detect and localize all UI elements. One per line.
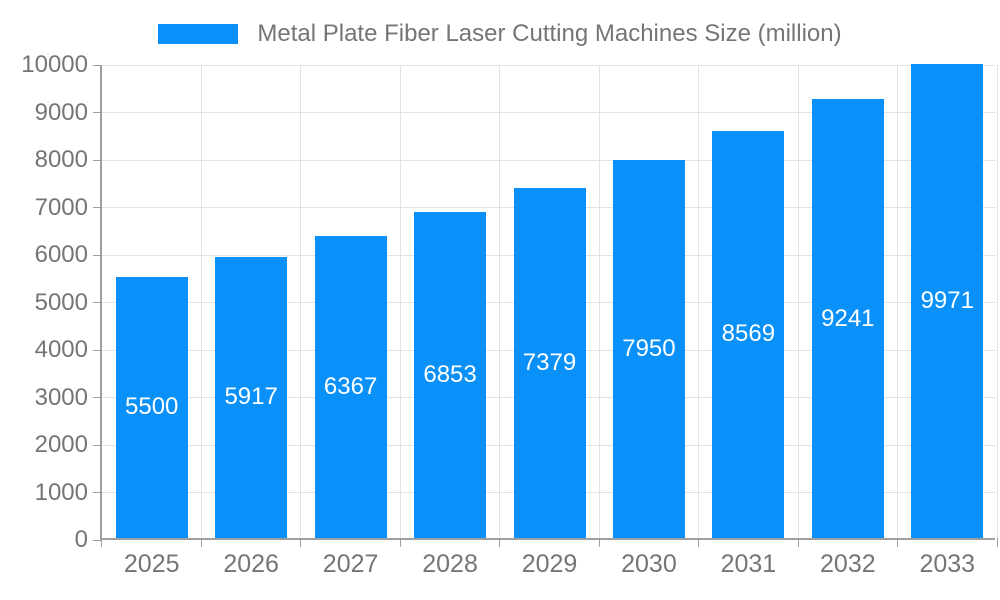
legend-series-label[interactable]: Metal Plate Fiber Laser Cutting Machines…: [257, 20, 842, 47]
x-axis-tick: [100, 538, 102, 547]
x-axis-tick-label: 2031: [720, 550, 777, 578]
gridline-vertical: [300, 65, 302, 538]
y-axis-tick: [93, 112, 102, 113]
bar-value-label: 9241: [821, 304, 875, 332]
y-axis-tick-label: 4000: [34, 336, 88, 363]
bar-value-label: 9971: [920, 287, 974, 315]
bar-value-label: 5917: [224, 383, 278, 411]
y-axis-tick-label: 5000: [34, 288, 88, 316]
y-axis-tick: [93, 444, 102, 446]
gridline-vertical: [698, 65, 700, 538]
bar-2029: 7379: [513, 187, 586, 538]
gridline-vertical: [996, 65, 998, 538]
bar-value-label: 5500: [125, 393, 179, 421]
bar-value-label: 7950: [622, 335, 676, 363]
bar-2030: 7950: [612, 160, 685, 538]
y-axis-tick: [93, 539, 102, 541]
y-axis-tick-label: 0: [74, 526, 88, 553]
y-axis-tick-label: 10000: [21, 51, 88, 78]
x-axis-tick: [300, 538, 302, 547]
y-axis-tick: [93, 207, 102, 208]
x-axis-tick: [598, 538, 600, 547]
bar-value-label: 6367: [323, 372, 378, 400]
gridline-vertical: [499, 65, 501, 538]
bar-value-label: 7379: [522, 348, 577, 376]
x-axis-tick-label: 2025: [123, 550, 180, 578]
gridline-vertical: [598, 65, 600, 538]
bar-value-label: 8569: [721, 320, 776, 348]
y-axis-tick: [93, 492, 102, 493]
x-axis-tick-label: 2033: [919, 550, 976, 578]
bar-value-label: 6853: [423, 361, 477, 389]
y-axis-tick: [93, 64, 102, 66]
bar-2032: 9241: [811, 99, 884, 538]
x-axis-tick: [897, 538, 899, 547]
x-axis-tick-label: 2026: [223, 550, 279, 578]
bar-2031: 8569: [712, 130, 785, 538]
plot-area: 0 1000 2000 3000 4000 5000 6000 7000 8000 9000 100…: [21, 53, 998, 577]
gridline-horizontal: [102, 159, 995, 161]
x-axis-tick-label: 2027: [322, 550, 379, 578]
gridline-vertical: [200, 65, 202, 538]
gridline-vertical: [797, 65, 799, 538]
x-axis-tick-label: 2029: [521, 550, 578, 578]
bar-2027: 6367: [314, 235, 387, 538]
y-axis-tick: [93, 302, 102, 303]
y-axis-tick-label: 1000: [34, 478, 88, 506]
x-axis-tick: [996, 538, 998, 547]
legend: Metal Plate Fiber Laser Cutting Machines…: [0, 22, 1000, 46]
bar-2026: 5917: [215, 256, 288, 538]
x-axis-tick-label: 2032: [820, 550, 876, 578]
y-axis-tick-label: 9000: [34, 98, 88, 126]
bar-2025: 5500: [115, 276, 188, 538]
y-axis-tick-label: 8000: [34, 146, 88, 173]
x-axis-tick: [399, 538, 401, 547]
gridline-vertical: [897, 65, 899, 538]
y-axis-tick-label: 2000: [34, 431, 88, 458]
gridline-vertical: [399, 65, 401, 538]
y-axis-tick-label: 7000: [34, 193, 88, 221]
x-axis-tick-label: 2030: [621, 550, 677, 578]
x-axis-tick: [698, 538, 700, 547]
y-axis-tick: [93, 254, 102, 256]
y-axis-tick-label: 3000: [34, 383, 88, 411]
bar-2033: 9971: [911, 64, 984, 538]
legend-swatch[interactable]: [158, 24, 239, 44]
x-axis-tick: [200, 538, 202, 547]
x-axis-tick: [499, 538, 501, 547]
y-axis-tick-label: 6000: [34, 241, 88, 268]
y-axis-tick: [93, 349, 102, 351]
x-axis-tick: [797, 538, 799, 547]
y-axis-tick: [93, 397, 102, 398]
bar-2028: 6853: [414, 212, 487, 538]
gridline-horizontal: [102, 64, 995, 66]
y-axis-tick: [93, 159, 102, 161]
gridline-horizontal: [102, 112, 995, 113]
x-axis-tick-label: 2028: [422, 550, 478, 578]
